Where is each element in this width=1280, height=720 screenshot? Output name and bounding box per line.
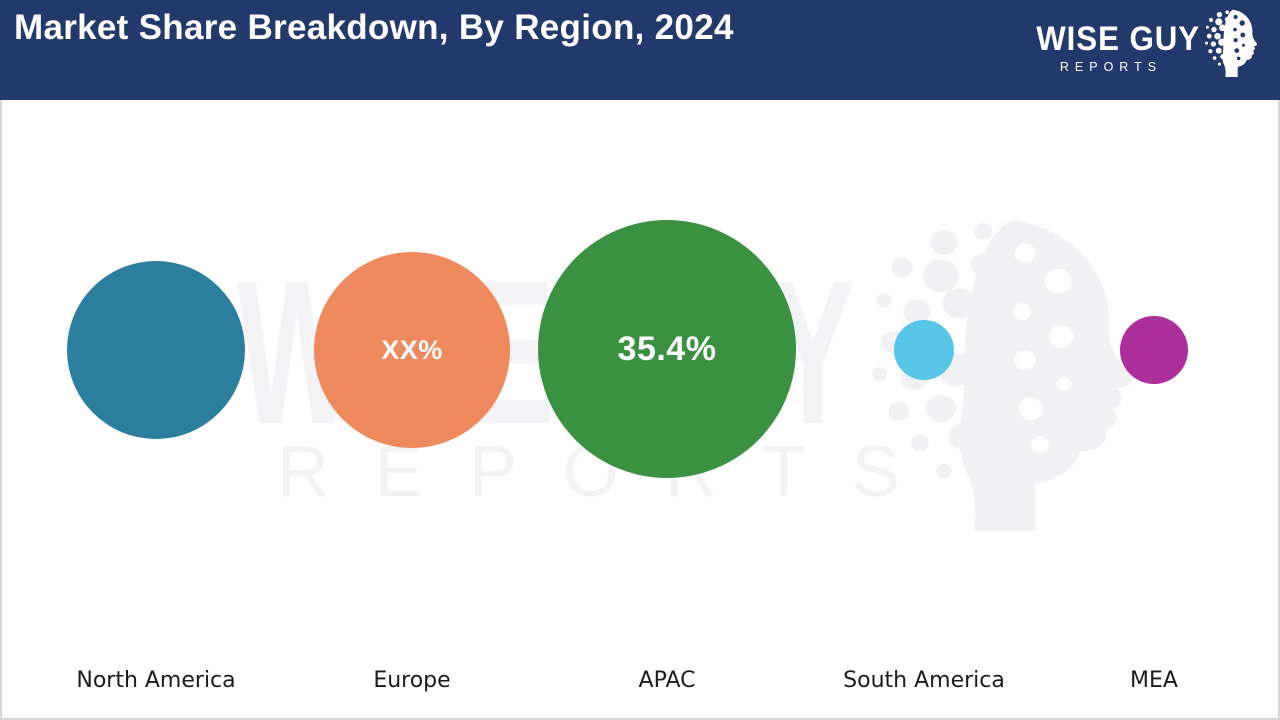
category-label-mea: MEA: [1130, 668, 1178, 693]
category-label-north-america: North America: [76, 668, 236, 693]
bubble-south-america: [894, 320, 954, 380]
watermark-head-icon: [872, 220, 1132, 531]
page-title: Market Share Breakdown, By Region, 2024: [14, 8, 734, 47]
brand-logo: WISE GUY REPORTS: [1022, 0, 1280, 86]
category-label-south-america: South America: [843, 668, 1005, 693]
category-label-europe: Europe: [373, 668, 451, 693]
logo-wordmark: WISE GUY: [1036, 20, 1200, 58]
bubble-value-apac: 35.4%: [617, 329, 717, 368]
bubble-europe: XX%: [314, 252, 510, 448]
bubble-mea: [1120, 316, 1188, 384]
logo-head-icon: [1205, 9, 1257, 77]
bubble-value-europe: XX%: [381, 334, 443, 365]
logo-text: WISE GUY REPORTS: [1022, 20, 1200, 74]
logo-subtext: REPORTS: [1059, 60, 1163, 74]
header: Market Share Breakdown, By Region, 2024 …: [0, 0, 1280, 100]
bubble-apac: 35.4%: [538, 220, 796, 478]
bubble-north-america: [67, 261, 245, 439]
category-label-apac: APAC: [638, 668, 696, 693]
